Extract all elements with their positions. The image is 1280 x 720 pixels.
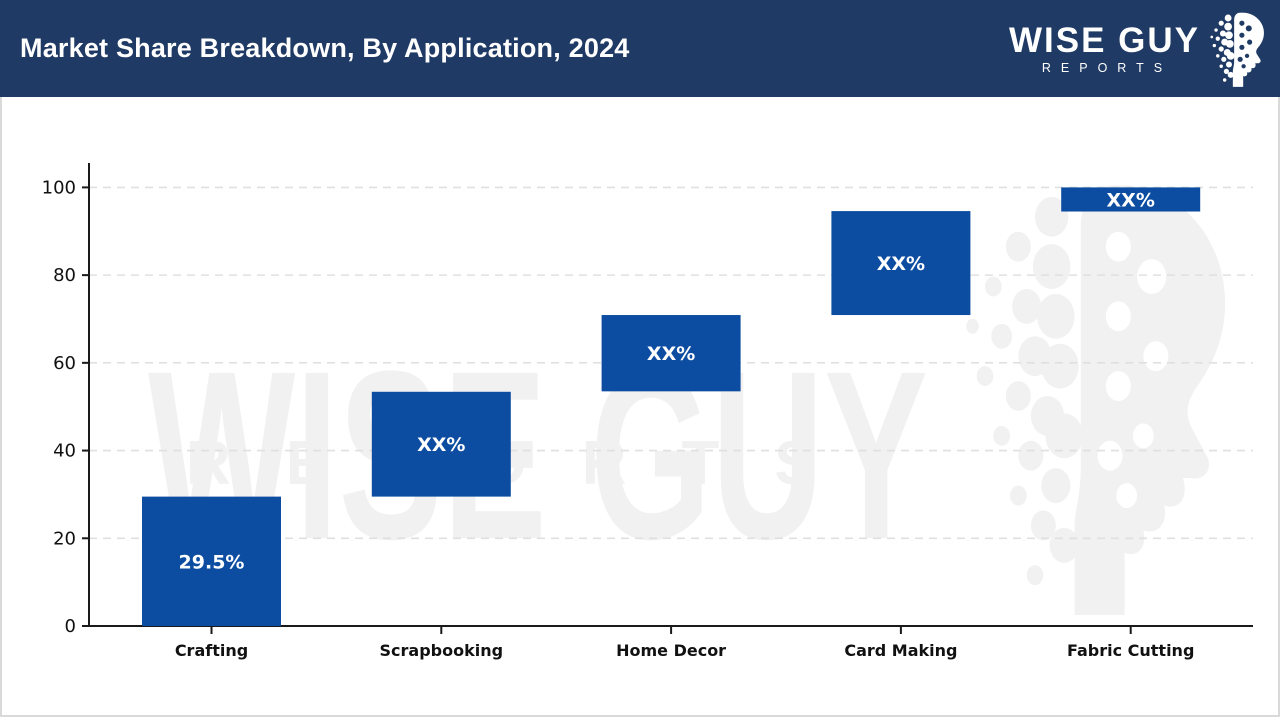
logo-reports-label: REPORTS xyxy=(1041,60,1173,75)
header: Market Share Breakdown, By Application, … xyxy=(0,0,1280,97)
logo-text: WISE GUY REPORTS xyxy=(1009,23,1200,75)
logo-face-icon xyxy=(1210,12,1264,87)
frame-bottom-line xyxy=(0,715,1280,717)
y-tick-label-100: 100 xyxy=(42,177,76,198)
y-tick-label-20: 20 xyxy=(53,528,76,549)
bar-label-scrapbooking: XX% xyxy=(417,434,465,456)
category-label-fabric-cutting: Fabric Cutting xyxy=(1067,641,1194,660)
frame-left-line xyxy=(0,97,2,717)
wise-guy-logo: WISE GUY REPORTS xyxy=(1009,9,1266,89)
bar-label-fabric-cutting: XX% xyxy=(1107,189,1155,211)
page-title: Market Share Breakdown, By Application, … xyxy=(20,33,630,63)
bar-scrapbooking xyxy=(371,391,511,497)
y-tick-label-60: 60 xyxy=(53,353,76,374)
bar-home-decor xyxy=(601,315,741,392)
category-label-scrapbooking: Scrapbooking xyxy=(380,641,504,660)
bar-fabric-cutting xyxy=(1061,187,1201,212)
category-label-card-making: Card Making xyxy=(844,641,957,660)
bar-label-card-making: XX% xyxy=(877,253,925,275)
category-label-crafting: Crafting xyxy=(175,641,248,660)
bar-label-crafting: 29.5% xyxy=(179,551,245,573)
bar-label-home-decor: XX% xyxy=(647,343,695,365)
bar-crafting xyxy=(142,496,281,626)
y-tick-label-80: 80 xyxy=(53,265,76,286)
frame-right-line xyxy=(1278,97,1280,717)
y-tick-label-0: 0 xyxy=(65,616,76,637)
bar-card-making xyxy=(831,211,971,316)
logo-wise-guy-label: WISE GUY xyxy=(1008,20,1200,60)
y-tick-label-40: 40 xyxy=(53,441,76,462)
category-label-home-decor: Home Decor xyxy=(616,641,726,660)
